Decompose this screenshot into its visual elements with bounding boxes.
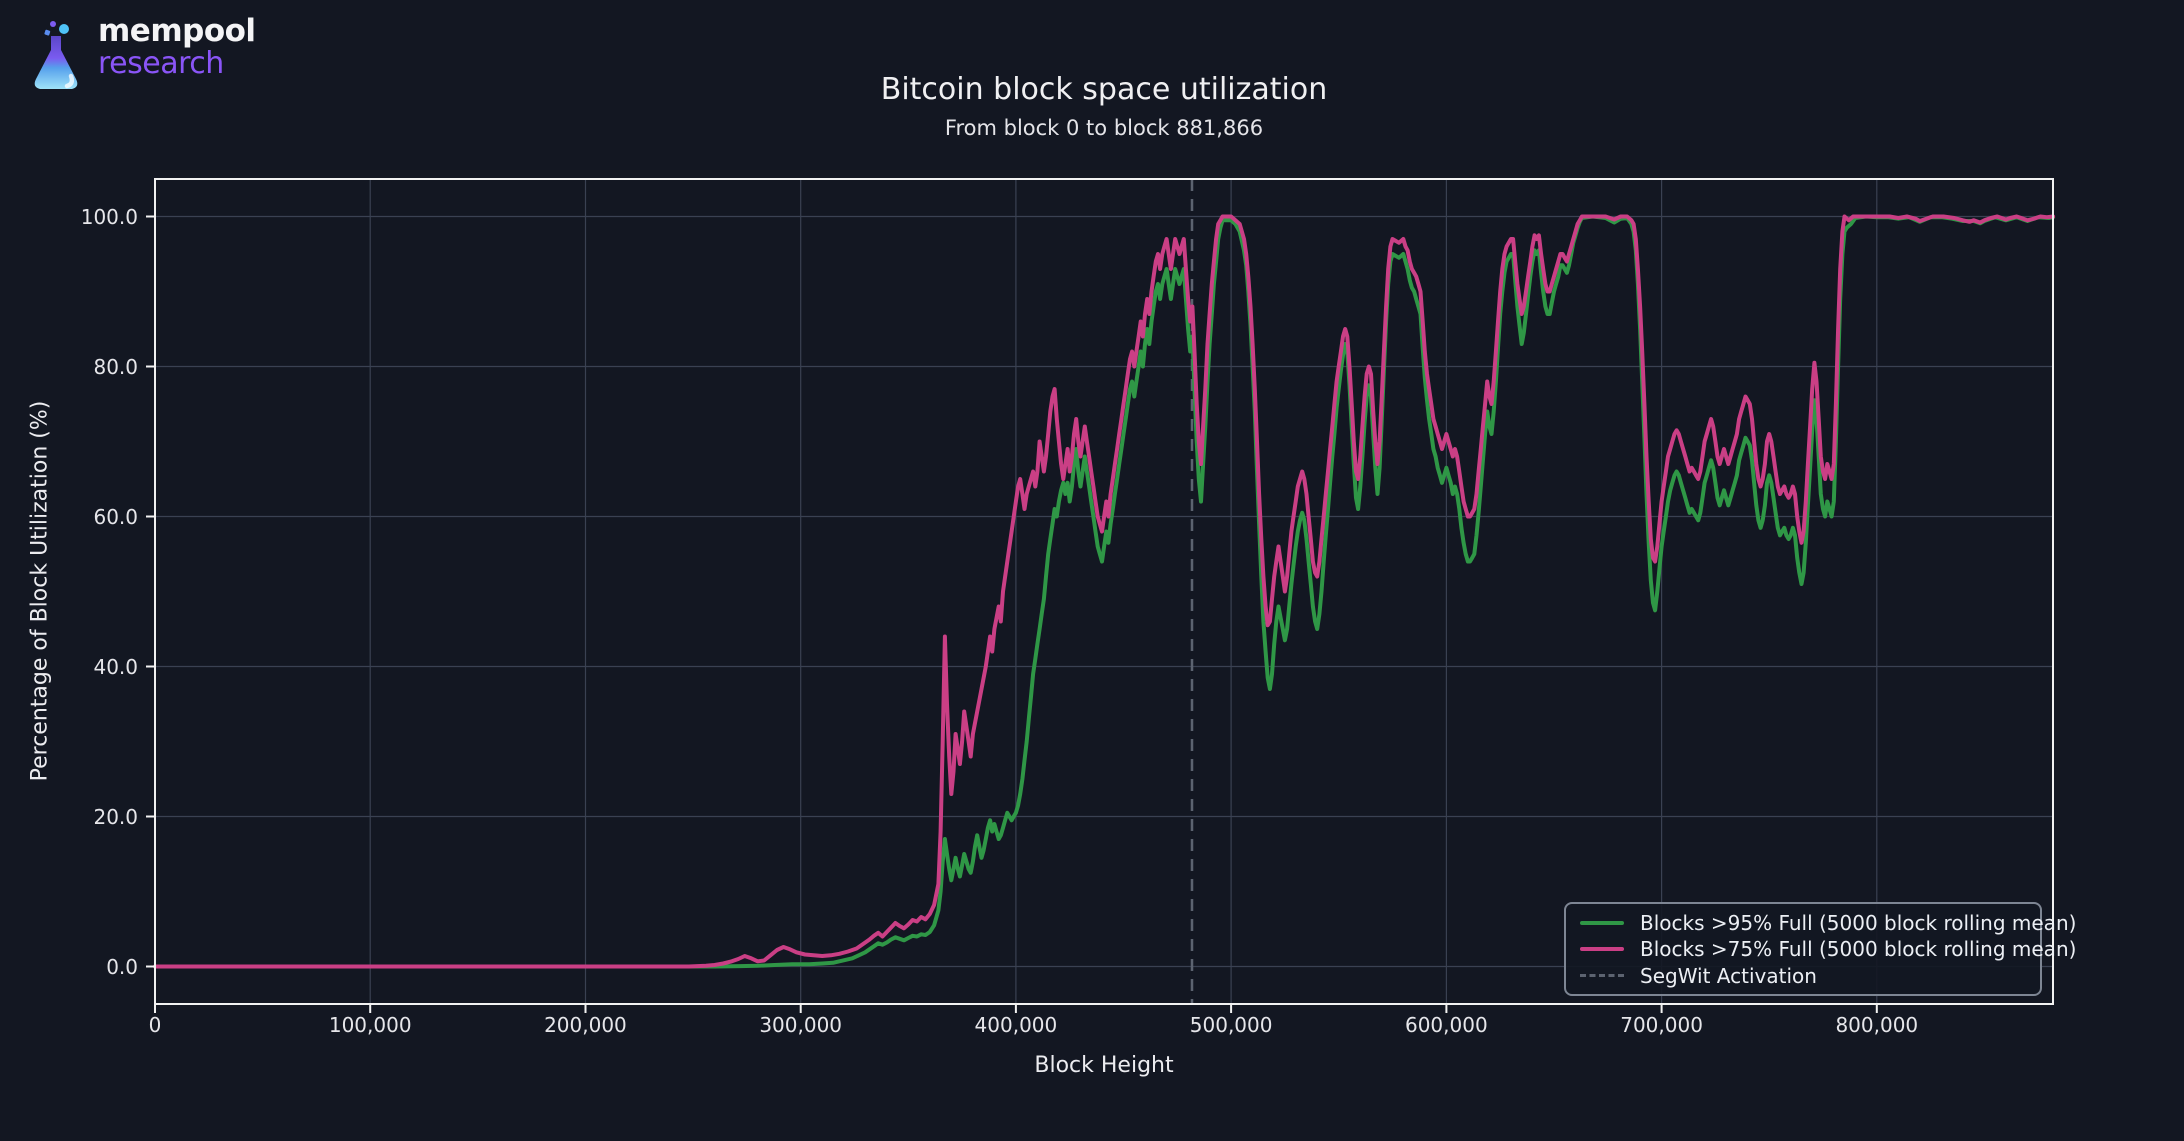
x-tick-label: 200,000 [544,1013,627,1037]
legend-line-pink-icon [1580,947,1624,951]
brand-subname: research [98,46,224,81]
x-tick-label: 600,000 [1404,1013,1488,1037]
chart-title: Bitcoin block space utilization [880,72,1328,107]
legend-row-75[interactable]: Blocks >75% Full (5000 block rolling mea… [1580,937,2076,961]
series-line-95-full [153,214,2056,969]
chart-subtitle: From block 0 to block 881,866 [944,116,1264,140]
y-axis-label: Percentage of Block Utilization (%) [27,400,53,782]
y-tick-label: 40.0 [93,654,138,679]
x-tick-label: 400,000 [974,1013,1058,1037]
y-tick-label: 20.0 [93,804,138,829]
legend-line-green-icon [1580,920,1624,925]
series-line-75-full [153,214,2056,969]
y-tick-label: 80.0 [93,354,138,379]
x-tick-label: 800,000 [1835,1013,1919,1037]
x-tick-label: 0 [148,1013,162,1037]
legend-row-segwit[interactable]: SegWit Activation [1580,964,2026,988]
plot-border [154,178,2054,1005]
x-tick-label: 100,000 [328,1013,412,1037]
brand-logo[interactable]: mempool research [26,16,256,98]
legend[interactable]: Blocks >95% Full (5000 block rolling mea… [1564,902,2076,996]
legend-label-75: Blocks >75% Full (5000 block rolling mea… [1640,937,2077,961]
x-tick-label: 500,000 [1189,1013,1273,1037]
legend-label-segwit: SegWit Activation [1640,963,1817,988]
x-axis-label: Block Height [1034,1053,1174,1078]
x-tick-label: 700,000 [1620,1013,1703,1037]
legend-dashed-line-icon [1580,974,1624,977]
legend-row-95[interactable]: Blocks >95% Full (5000 block rolling mea… [1580,911,2076,935]
flask-icon [34,21,78,89]
y-tick-label: 100.0 [80,204,138,229]
y-tick-label: 0.0 [106,954,138,979]
y-tick-label: 60.0 [93,504,138,529]
legend-label-95: Blocks >95% Full (5000 block rolling mea… [1640,910,2077,935]
x-tick-label: 300,000 [759,1013,843,1037]
brand-name: mempool [98,13,256,49]
